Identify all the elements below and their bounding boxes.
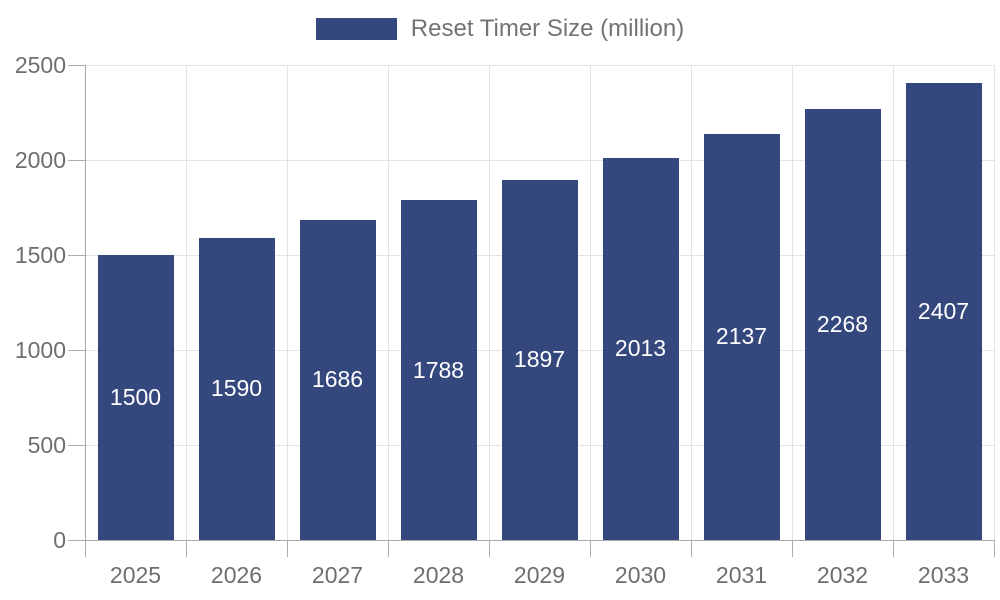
gridline-vertical (488, 65, 490, 540)
bar[interactable]: 1897 (501, 179, 578, 540)
bar-value-label: 1590 (210, 375, 263, 402)
y-tick-label: 500 (27, 432, 66, 458)
bar[interactable]: 2013 (602, 157, 679, 540)
bar-value-label: 1500 (109, 384, 162, 410)
bar-value-label: 2013 (614, 335, 667, 362)
bar[interactable]: 1788 (400, 200, 477, 540)
x-axis-tick (287, 540, 288, 557)
gridline-vertical (387, 65, 389, 540)
plot-area: 1500 1590 1686 1788 1897 2013 2137 2268 2407 (85, 64, 995, 540)
y-axis-tick (68, 65, 85, 66)
x-tick-label: 2031 (715, 562, 768, 588)
x-axis-tick (489, 540, 490, 557)
gridline-horizontal (85, 159, 994, 161)
y-tick-label: 0 (53, 527, 66, 553)
y-axis-tick (68, 255, 85, 256)
y-axis-tick (68, 540, 85, 541)
y-tick-label: 2500 (14, 52, 66, 78)
x-axis-tick (388, 540, 389, 557)
gridline-vertical (286, 65, 288, 540)
x-axis-tick (893, 540, 894, 557)
bar[interactable]: 2407 (905, 82, 982, 540)
bar[interactable]: 2268 (804, 109, 881, 540)
x-tick-label: 2026 (210, 562, 263, 588)
bar-value-label: 2268 (816, 311, 869, 338)
bar-value-label: 1788 (412, 356, 465, 383)
bar[interactable]: 2137 (703, 133, 780, 540)
y-axis-line (85, 65, 86, 557)
y-axis-tick (68, 350, 85, 351)
bar[interactable]: 1686 (299, 219, 376, 540)
bar[interactable]: 1500 (97, 255, 174, 540)
y-tick-label: 2000 (14, 147, 66, 173)
y-axis-tick (68, 445, 85, 446)
bar-value-label: 1686 (311, 366, 364, 393)
bar[interactable]: 1590 (198, 237, 275, 540)
gridline-horizontal (85, 64, 994, 66)
x-tick-label: 2030 (614, 562, 667, 588)
x-axis-tick (792, 540, 793, 557)
bar-value-label: 2137 (715, 323, 768, 350)
gridline-vertical (993, 65, 995, 540)
x-axis-tick (994, 540, 995, 557)
y-axis-tick (68, 160, 85, 161)
x-tick-label: 2029 (513, 562, 566, 588)
x-axis-tick (590, 540, 591, 557)
x-tick-label: 2033 (917, 562, 970, 588)
x-tick-label: 2025 (109, 562, 162, 588)
x-tick-label: 2032 (816, 562, 869, 588)
legend-label: Reset Timer Size (million) (410, 15, 685, 42)
x-axis-line (84, 540, 995, 541)
bar-value-label: 1897 (513, 346, 566, 373)
x-axis-tick (85, 540, 86, 557)
gridline-vertical (791, 65, 793, 540)
bar-value-label: 2407 (917, 297, 970, 324)
y-tick-label: 1000 (14, 337, 66, 363)
x-axis-tick (186, 540, 187, 557)
gridline-vertical (589, 65, 591, 540)
x-tick-label: 2027 (311, 562, 364, 588)
x-tick-label: 2028 (412, 562, 465, 588)
y-tick-label: 1500 (14, 242, 66, 268)
gridline-vertical (185, 65, 187, 540)
legend-swatch-icon (315, 18, 397, 40)
gridline-vertical (892, 65, 894, 540)
gridline-vertical (690, 65, 692, 540)
x-axis-tick (691, 540, 692, 557)
legend-item[interactable]: Reset Timer Size (million) (0, 15, 1000, 43)
